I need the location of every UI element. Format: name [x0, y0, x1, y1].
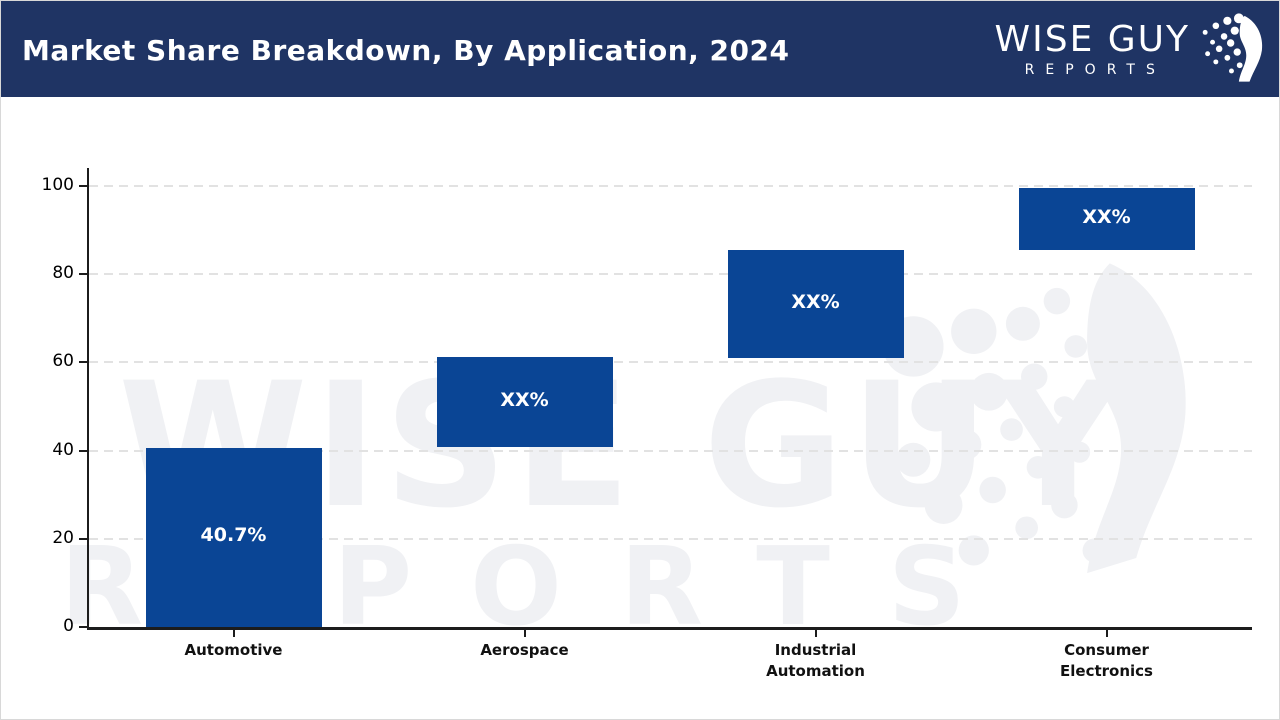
y-tick-label-20: 20: [52, 527, 74, 548]
x-tickmark-2: [814, 630, 817, 637]
bar-consumer-electronics: [1018, 187, 1195, 251]
logo-sub-text: REPORTS: [1024, 62, 1166, 78]
gridline-20: [89, 537, 1252, 540]
x-tickmark-3: [1105, 630, 1108, 637]
y-tick-label-80: 80: [52, 263, 74, 284]
logo-brand-text: WISE GUY: [994, 19, 1190, 60]
logo-text-block: WISE GUY REPORTS: [994, 19, 1191, 79]
y-tickmark-40: [79, 449, 88, 452]
x-tickmark-0: [232, 630, 235, 637]
bar-value-label: XX%: [1082, 206, 1131, 229]
bar-industrial-automation: [727, 250, 904, 358]
x-axis-spine: [87, 627, 1252, 630]
y-tickmark-60: [79, 361, 88, 364]
x-category-label: Automotive: [184, 641, 283, 659]
bar-aerospace: [436, 357, 613, 447]
y-tick-label-60: 60: [52, 351, 74, 372]
x-tickmark-1: [523, 630, 526, 637]
y-axis-spine: [87, 168, 89, 629]
bar-automotive: [145, 447, 322, 627]
wise-guy-reports-logo: WISE GUY REPORTS: [995, 8, 1267, 92]
header-banner: Market Share Breakdown, By Application, …: [0, 0, 1280, 97]
gridline-100: [89, 185, 1252, 187]
page-title: Market Share Breakdown, By Application, …: [22, 34, 790, 67]
x-category-label: Consumer Electronics: [1060, 641, 1153, 680]
y-tick-label-0: 0: [63, 616, 74, 636]
bar-value-label: 40.7%: [200, 524, 267, 547]
y-tick-label-40: 40: [52, 439, 74, 460]
dotted-head-icon: [1202, 13, 1263, 82]
y-tickmark-100: [79, 185, 88, 187]
x-category-label: Industrial Automation: [766, 641, 865, 680]
bar-value-label: XX%: [791, 291, 840, 314]
y-tick-label-100: 100: [41, 175, 74, 195]
y-tickmark-0: [79, 626, 88, 628]
y-tickmark-20: [79, 537, 88, 540]
gridline-40: [89, 449, 1252, 452]
y-tickmark-80: [79, 273, 88, 276]
gridline-60: [89, 361, 1252, 364]
bar-value-label: XX%: [500, 388, 549, 411]
x-category-label: Aerospace: [480, 641, 569, 659]
gridline-80: [89, 273, 1252, 276]
